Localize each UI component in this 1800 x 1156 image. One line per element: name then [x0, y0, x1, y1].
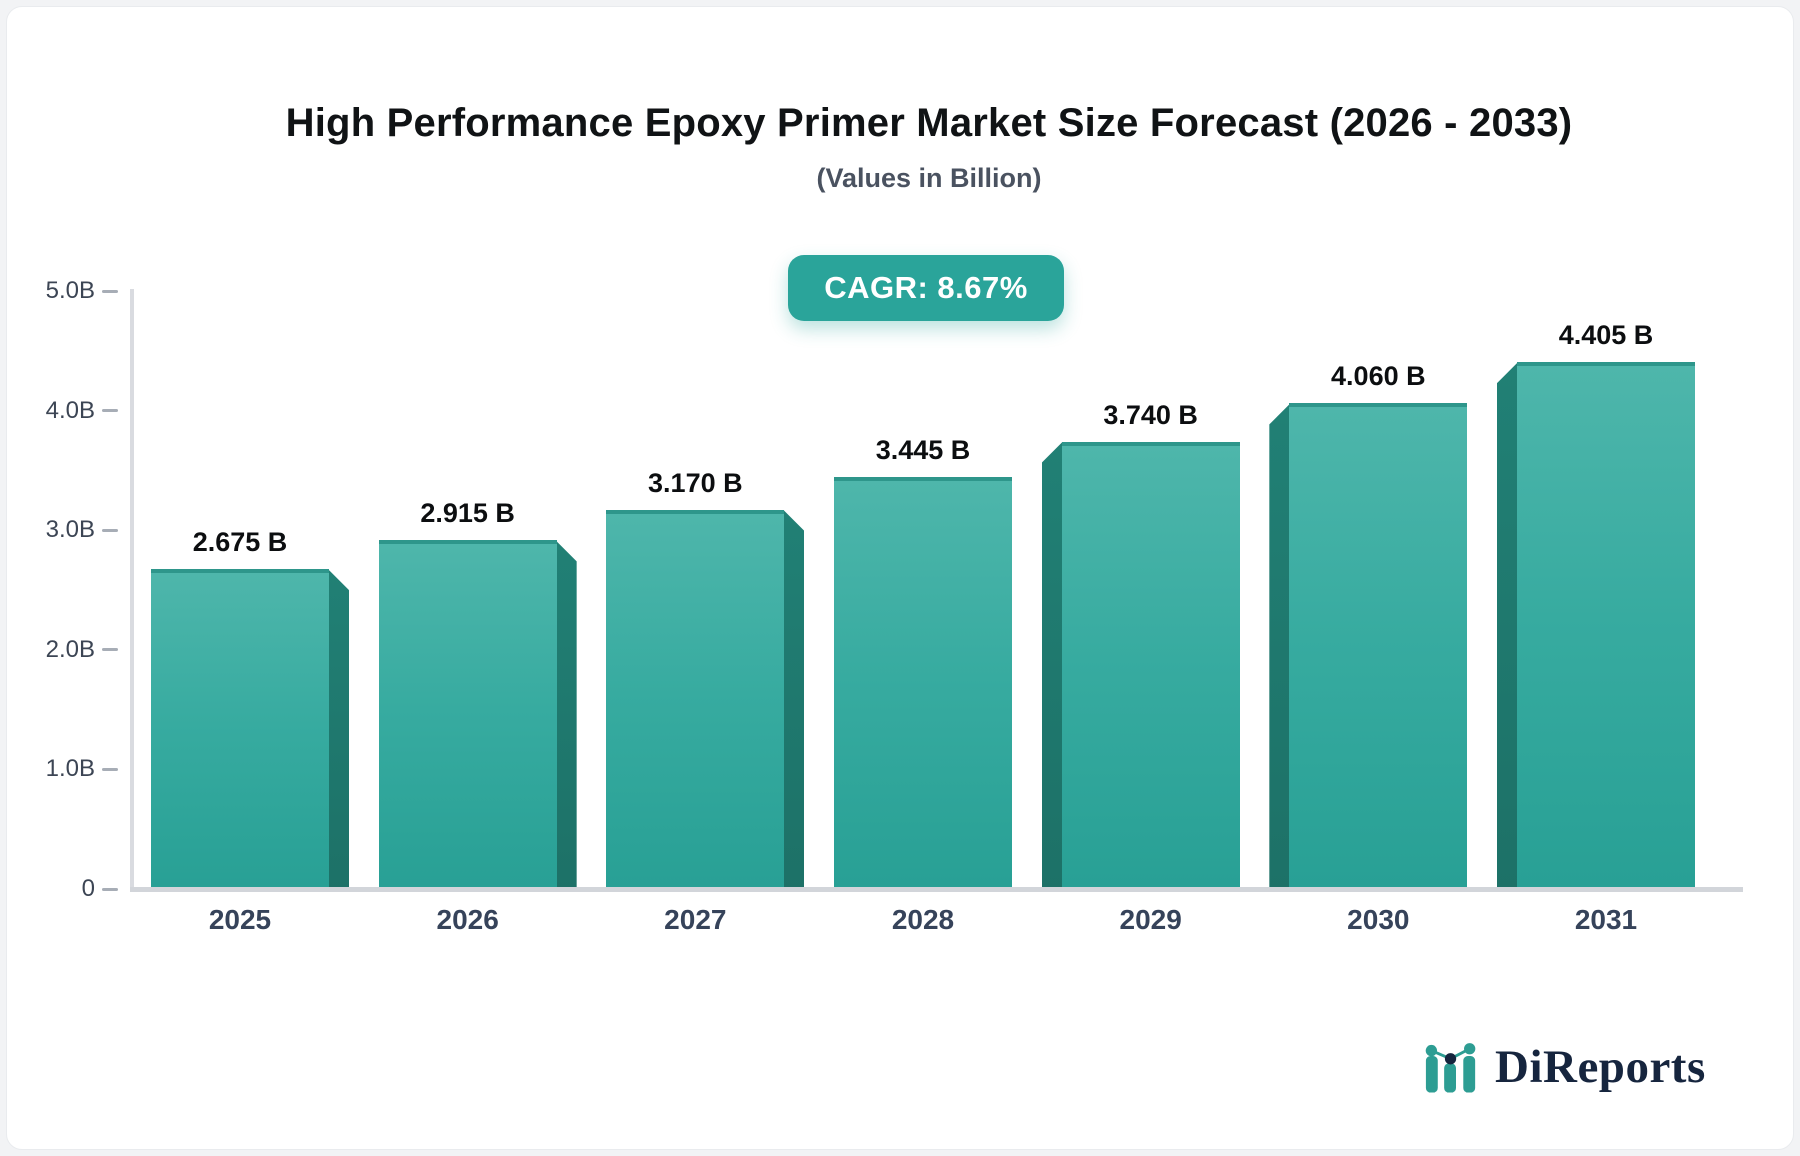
y-axis-label: 5.0B: [45, 277, 95, 304]
chart-title: High Performance Epoxy Primer Market Siz…: [285, 101, 1573, 145]
bar-value-label: 3.740 B: [1103, 399, 1198, 430]
x-axis-line: [130, 887, 1743, 892]
x-axis-label: 2025: [208, 904, 272, 935]
bar: [151, 569, 329, 888]
bar-value-label: 2.675 B: [192, 527, 288, 558]
x-axis-label: 2028: [891, 904, 955, 935]
bar-side-face: [1041, 441, 1063, 892]
bar-side-face: [1269, 403, 1291, 892]
y-axis-line: [130, 289, 134, 891]
mini-bar-chart-icon: [1425, 1043, 1476, 1093]
logo-text: DiReports: [1495, 1041, 1706, 1093]
bar-side-face: [555, 540, 577, 892]
x-axis-label: 2031: [1574, 904, 1638, 935]
bar: [834, 476, 1012, 888]
y-axis-label: 4.0B: [45, 396, 95, 424]
x-axis-label: 2027: [664, 904, 727, 935]
chart-subtitle: (Values in Billion): [816, 163, 1042, 193]
bar-side-face: [328, 569, 349, 892]
y-axis-label: 0: [81, 875, 95, 902]
y-axis-tick: [102, 289, 118, 293]
bar: [606, 509, 785, 888]
bar: [1289, 403, 1468, 888]
direports-logo: DiReports: [1425, 1037, 1725, 1097]
y-axis-tick: [102, 648, 118, 652]
bar-value-label: 3.170 B: [648, 467, 743, 498]
bar: [1517, 362, 1695, 888]
bar-value-label: 2.915 B: [420, 498, 515, 529]
x-axis-label: 2029: [1119, 904, 1182, 935]
x-axis-label: 2030: [1347, 904, 1410, 935]
y-axis-tick: [102, 409, 118, 413]
bar-value-label: 4.405 B: [1558, 320, 1654, 351]
y-axis-tick: [102, 528, 118, 532]
bar-side-face: [1497, 362, 1518, 892]
bar-side-face: [783, 509, 805, 892]
bar-value-label: 3.445 B: [875, 434, 971, 465]
y-axis-tick: [102, 887, 118, 891]
y-axis-label: 1.0B: [45, 755, 95, 783]
y-axis-label: 3.0B: [45, 516, 95, 544]
chart-card: High Performance Epoxy Primer Market Siz…: [6, 6, 1794, 1150]
bar: [1061, 441, 1240, 888]
bar-value-label: 4.060 B: [1331, 361, 1426, 392]
bar: [378, 540, 557, 888]
y-axis-tick: [102, 767, 118, 771]
cagr-badge: CAGR: 8.67%: [788, 255, 1064, 321]
x-axis-label: 2026: [436, 904, 499, 935]
y-axis-label: 2.0B: [45, 635, 95, 663]
